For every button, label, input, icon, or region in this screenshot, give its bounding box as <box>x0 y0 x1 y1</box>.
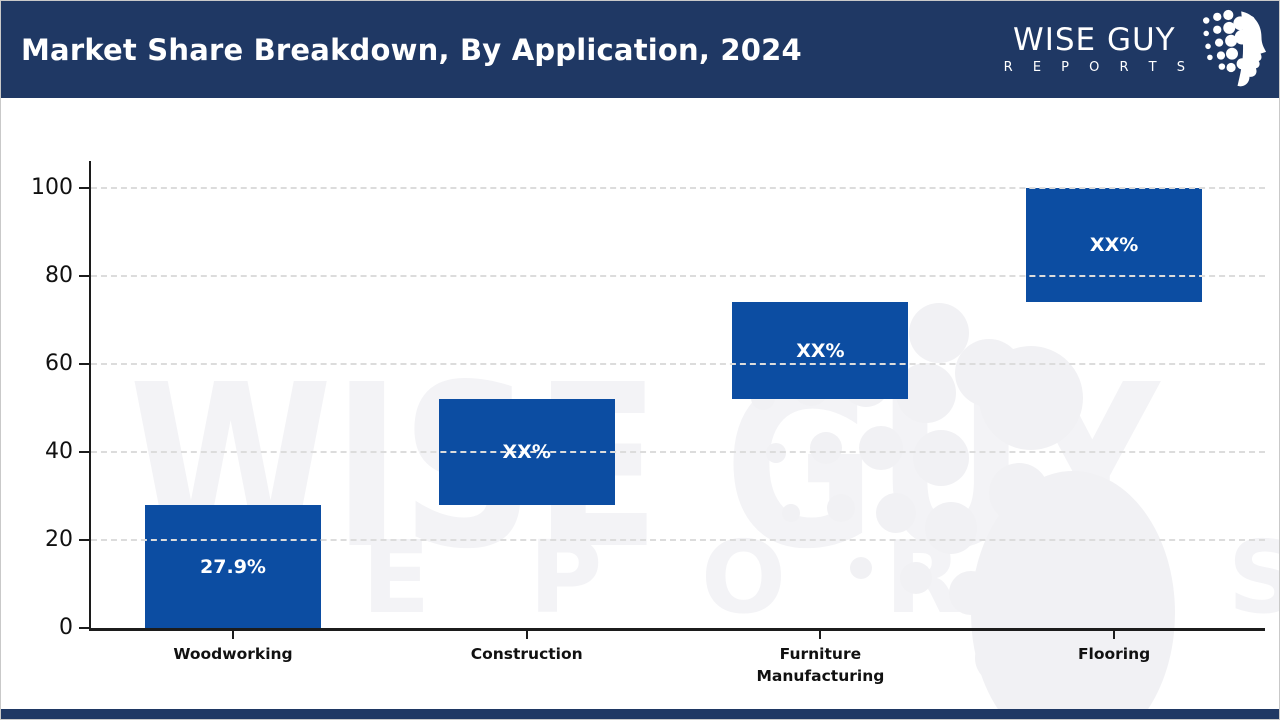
logo-text: WISE GUY R E P O R T S <box>996 21 1193 75</box>
y-tick <box>79 187 89 189</box>
y-tick-label: 0 <box>59 615 73 640</box>
y-tick <box>79 363 89 365</box>
x-tick <box>819 631 822 639</box>
gridline <box>91 275 1265 277</box>
bar-value-label: XX% <box>502 441 551 464</box>
x-category-label: Furniture Manufacturing <box>756 645 885 685</box>
x-tick <box>232 631 234 639</box>
bar-value-label: XX% <box>1089 234 1139 257</box>
gridline <box>91 187 1265 189</box>
x-tick <box>1113 631 1116 639</box>
bar-segment <box>732 302 909 400</box>
dotted-face-profile-icon <box>1202 9 1267 86</box>
y-tick <box>79 539 89 541</box>
gridline <box>91 451 1265 453</box>
wise-guy-reports-logo: WISE GUY R E P O R T S <box>996 9 1267 91</box>
y-tick <box>79 275 89 277</box>
plot-area: 0 20 40 60 80 100 27.9% Woodworking XX% Construct… <box>31 161 1265 685</box>
y-tick-label: 20 <box>45 527 73 552</box>
gridline <box>91 539 1265 541</box>
y-tick <box>79 627 89 629</box>
x-category-label: Woodworking <box>173 645 293 663</box>
gridline <box>91 363 1265 365</box>
x-tick <box>525 631 528 639</box>
footer-bar <box>1 709 1279 719</box>
y-tick-label: 60 <box>45 351 73 376</box>
bar-value-label: 27.9% <box>200 555 266 578</box>
x-category-label: Construction <box>470 645 583 663</box>
y-tick <box>79 451 89 453</box>
bar-segment <box>1026 188 1203 303</box>
bar-value-label: XX% <box>796 339 845 362</box>
logo-wiseguy-label: WISE GUY <box>1013 21 1176 58</box>
y-tick-label: 80 <box>45 263 73 288</box>
logo-reports-label: R E P O R T S <box>1003 59 1193 75</box>
header: Market Share Breakdown, By Application, … <box>1 1 1279 98</box>
y-tick-label: 100 <box>31 175 73 200</box>
y-tick-label: 40 <box>45 439 73 464</box>
x-category-label: Flooring <box>1077 645 1151 663</box>
page-title: Market Share Breakdown, By Application, … <box>21 32 802 67</box>
bar-segment <box>145 505 321 628</box>
